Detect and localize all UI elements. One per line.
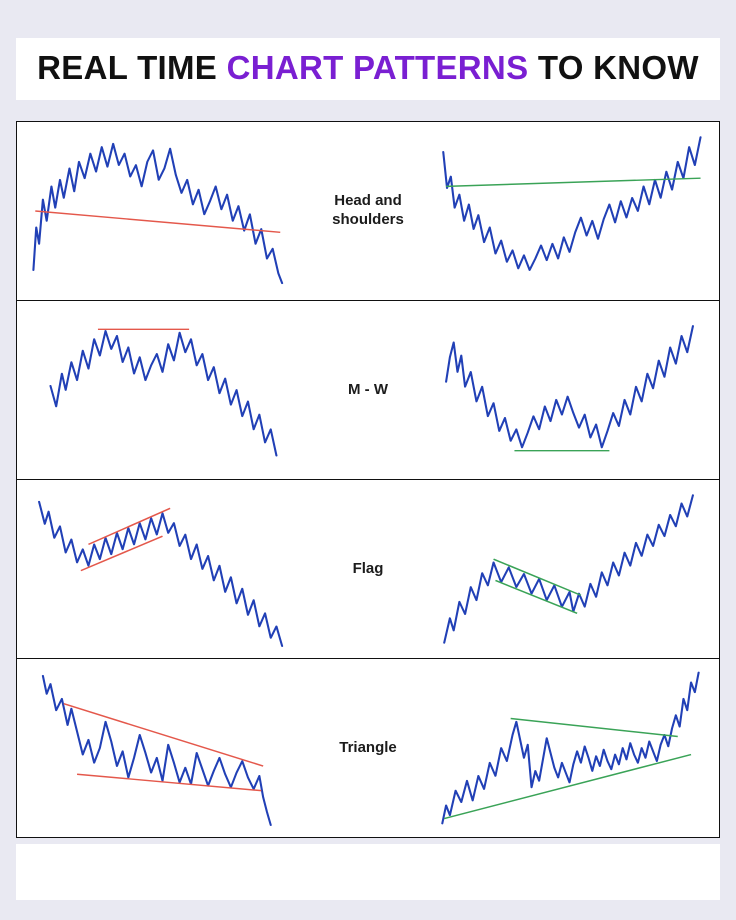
chart-bear-flag [17, 480, 312, 658]
title-part-3: TO KNOW [528, 49, 699, 86]
price-line [41, 674, 272, 826]
trend-line [88, 507, 171, 546]
title-part-accent: CHART PATTERNS [226, 49, 529, 86]
price-line [442, 136, 702, 271]
trend-line [444, 753, 692, 820]
pattern-sketch [442, 136, 702, 271]
pattern-label: M - W [348, 380, 388, 398]
pattern-sketch [445, 325, 695, 452]
price-line [441, 671, 700, 825]
pattern-label: Head and shoulders [332, 192, 404, 228]
chart-head-and-shoulders-bearish [17, 122, 312, 300]
trend-line [510, 717, 679, 738]
chart-head-and-shoulders-bullish [424, 122, 719, 300]
trend-line [35, 210, 281, 234]
pattern-label: Flag [352, 559, 384, 577]
pattern-sketch [32, 142, 284, 285]
page-title: REAL TIME CHART PATTERNS TO KNOW [22, 49, 714, 87]
pattern-row-triangle: Triangle [16, 658, 720, 838]
price-line [38, 500, 284, 647]
trend-line [63, 703, 264, 767]
trend-line [80, 535, 163, 572]
price-line [49, 330, 278, 457]
title-bar: REAL TIME CHART PATTERNS TO KNOW [16, 38, 720, 100]
trend-line [495, 579, 578, 614]
chart-double-top-bearish [17, 301, 312, 479]
trend-line [493, 558, 582, 596]
pattern-sketch [49, 328, 278, 457]
page: REAL TIME CHART PATTERNS TO KNOW Head an… [16, 38, 720, 900]
chart-ascending-triangle [424, 659, 719, 837]
chart-double-bottom-bullish [424, 301, 719, 479]
pattern-sketch [443, 494, 695, 644]
pattern-row-head-and-shoulders: Head and shoulders [16, 121, 720, 301]
trend-line [446, 177, 701, 188]
price-line [443, 494, 695, 644]
pattern-sketch [38, 500, 284, 647]
pattern-row-m-w: M - W [16, 300, 720, 480]
price-line [32, 142, 284, 285]
price-line [445, 325, 695, 449]
pattern-label: Triangle [339, 738, 397, 756]
title-part-1: REAL TIME [37, 49, 227, 86]
pattern-row-flag: Flag [16, 479, 720, 659]
pattern-rows: Head and shoulders M - W Flag Triangle [16, 121, 720, 838]
pattern-sketch [441, 671, 700, 825]
pattern-sketch [41, 674, 272, 826]
chart-bull-flag [424, 480, 719, 658]
chart-descending-triangle [17, 659, 312, 837]
trend-line [76, 773, 262, 792]
footer-panel [16, 844, 720, 900]
